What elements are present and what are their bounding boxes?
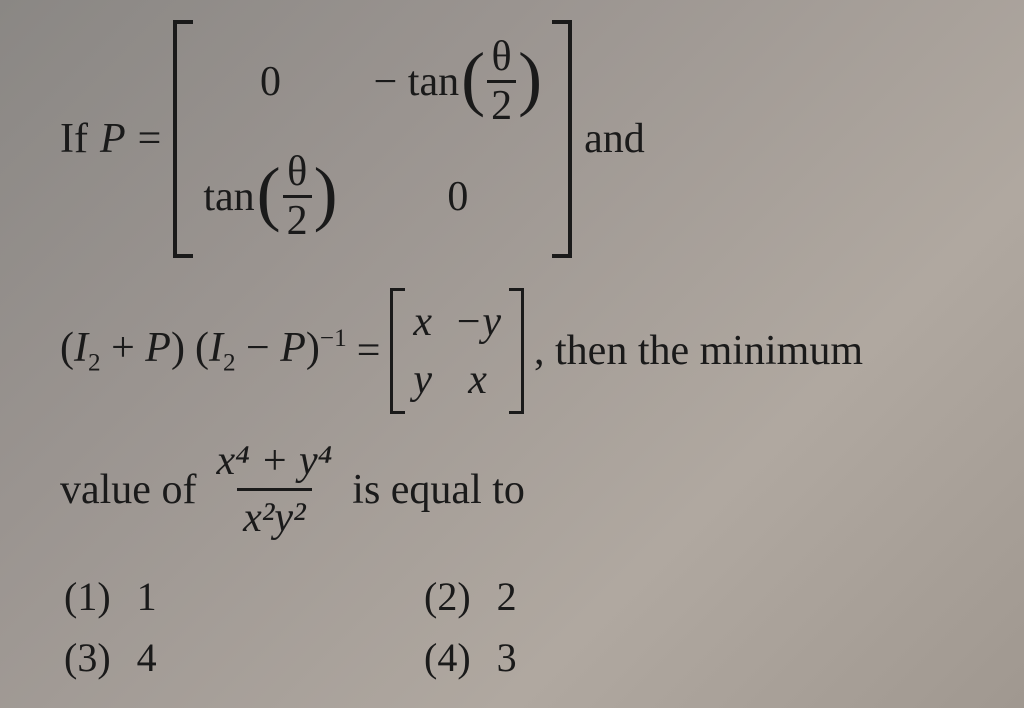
math-problem: If P = 0 − tan ( θ 2 ) tan ( <box>0 0 1024 701</box>
bracket-right-2 <box>509 288 524 414</box>
r-21: y <box>413 356 432 404</box>
opt1-label: (1) <box>64 573 111 620</box>
opt3-label: (3) <box>64 634 111 681</box>
cell-12: − tan ( θ 2 ) <box>374 36 542 127</box>
numerator: x⁴ + y⁴ <box>210 440 338 488</box>
close: ) <box>171 325 185 371</box>
close2: ) <box>306 325 320 371</box>
cell-22: 0 <box>447 173 468 221</box>
options-grid: (1) 1 (2) 2 (3) 4 (4) 3 <box>64 573 984 681</box>
two-b: 2 <box>283 195 312 242</box>
var-P: P <box>100 115 126 163</box>
minus: − <box>246 325 270 371</box>
group-1: (I2 + P) <box>60 324 185 377</box>
expression-frac: x⁴ + y⁴ x²y² <box>210 440 338 539</box>
opt2-val: 2 <box>497 573 517 620</box>
opt2-label: (2) <box>424 573 471 620</box>
paren2: ( <box>195 325 209 371</box>
value-line: value of x⁴ + y⁴ x²y² is equal to <box>60 440 984 539</box>
paren: ( <box>60 325 74 371</box>
denominator: x²y² <box>237 488 311 539</box>
theta-over-2: θ 2 <box>487 36 516 127</box>
opt4-val: 3 <box>497 634 517 681</box>
is-equal-to: is equal to <box>352 466 525 514</box>
plus: + <box>111 325 135 371</box>
matrix-P: 0 − tan ( θ 2 ) tan ( θ 2 <box>173 20 572 258</box>
theta-b: θ <box>283 151 311 195</box>
equation-line: (I2 + P) (I2 − P)−1 = x −y y x , then th… <box>60 288 984 414</box>
neg-tan: − tan <box>374 58 460 106</box>
sub2b: 2 <box>223 350 236 377</box>
theta-over-2-b: θ 2 <box>283 151 312 242</box>
option-4[interactable]: (4) 3 <box>424 634 784 681</box>
r-22: x <box>468 356 487 404</box>
tan: tan <box>203 173 254 221</box>
r-12: −y <box>454 298 501 346</box>
matrix-result: x −y y x <box>390 288 524 414</box>
if-text: If <box>60 115 88 163</box>
I-b: I <box>209 325 223 371</box>
option-3[interactable]: (3) 4 <box>64 634 424 681</box>
and-text: and <box>584 115 645 163</box>
two: 2 <box>487 80 516 127</box>
option-1[interactable]: (1) 1 <box>64 573 424 620</box>
definition-line: If P = 0 − tan ( θ 2 ) tan ( <box>60 20 984 258</box>
theta: θ <box>488 36 516 80</box>
sub2: 2 <box>88 350 101 377</box>
I: I <box>74 325 88 371</box>
tail-text: , then the minimum <box>534 327 863 375</box>
option-2[interactable]: (2) 2 <box>424 573 784 620</box>
P2: P <box>145 325 171 371</box>
value-of: value of <box>60 466 196 514</box>
opt3-val: 4 <box>137 634 157 681</box>
opt4-label: (4) <box>424 634 471 681</box>
bracket-left-2 <box>390 288 405 414</box>
equals2: = <box>357 327 381 375</box>
inverse: −1 <box>320 325 347 352</box>
r-11: x <box>413 298 432 346</box>
bracket-left <box>173 20 193 258</box>
cell-21: tan ( θ 2 ) <box>203 151 337 242</box>
cell-11: 0 <box>260 58 281 106</box>
group-2: (I2 − P)−1 <box>195 324 347 377</box>
opt1-val: 1 <box>137 573 157 620</box>
P3: P <box>280 325 306 371</box>
bracket-right <box>552 20 572 258</box>
equals: = <box>138 115 162 163</box>
